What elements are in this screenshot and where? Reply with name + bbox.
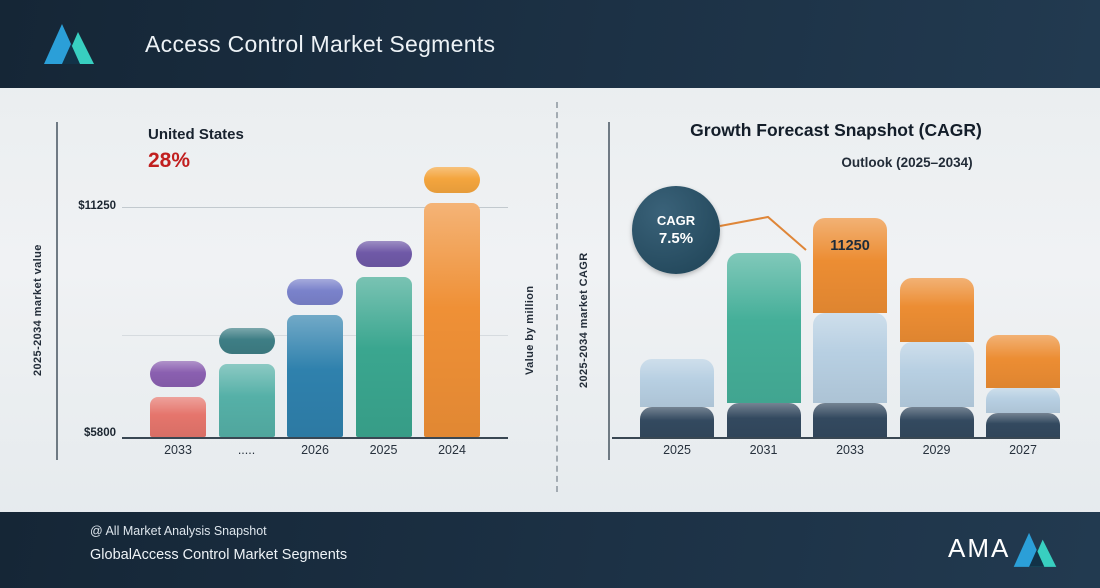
bar-segment-base	[726, 403, 801, 437]
region-label: United States	[148, 126, 244, 143]
header-bar	[0, 0, 1100, 88]
category-label: 2029	[922, 443, 951, 457]
bar-cap	[150, 361, 206, 388]
bar-body	[355, 276, 412, 437]
gridline-top	[122, 207, 508, 208]
bar-2033	[150, 361, 206, 437]
category-label: 2027	[1009, 443, 1037, 457]
category-label: 2031	[749, 443, 778, 457]
bar-segment-mid	[726, 253, 801, 403]
bar-2026	[287, 278, 343, 437]
panel-divider	[556, 102, 558, 492]
highlight-percentage: 28%	[148, 149, 191, 172]
bar-segment-mid	[986, 388, 1060, 413]
bar-segment-top	[899, 278, 974, 342]
bar-value-label: 11250	[830, 238, 870, 254]
bar-.....	[218, 327, 275, 437]
left-y-axis-label: 2025-2034 market value	[32, 244, 44, 376]
left-chart-bars	[150, 165, 480, 437]
bar-cap	[424, 167, 480, 194]
bar-segment-base	[899, 407, 974, 437]
category-label: 2025	[369, 443, 398, 457]
bar-2031	[726, 253, 801, 437]
bar-segment-top: 11250	[813, 218, 887, 313]
bar-segment-mid	[640, 359, 714, 407]
category-label: 2033	[164, 443, 192, 457]
right-chart-bars: 11250	[640, 207, 1060, 437]
category-label: 2026	[301, 443, 329, 457]
bar-cap	[287, 278, 343, 305]
bar-cap	[355, 240, 412, 267]
bar-2027	[986, 335, 1060, 437]
right-y-axis-label: 2025-2034 market CAGR	[578, 252, 590, 388]
bar-body	[287, 314, 343, 437]
right-x-axis	[612, 437, 1060, 439]
left-x-axis	[122, 437, 508, 439]
footer-brand-text: AMA	[948, 533, 1011, 563]
brand-logo-icon	[42, 18, 96, 68]
footer-source: GlobalAccess Control Market Segments	[90, 547, 348, 563]
bar-cap	[218, 327, 275, 354]
right-chart-subtitle: Outlook (2025–2034)	[841, 155, 973, 170]
y-tick-bottom: $5800	[84, 427, 116, 439]
bar-body	[424, 203, 480, 437]
left-chart-labels: 2033..... 2026 2025 2024	[150, 443, 480, 457]
bar-body	[218, 363, 275, 437]
bar-segment-top	[986, 335, 1060, 388]
category-label: .....	[237, 443, 256, 457]
y-tick-top: $11250	[78, 200, 116, 212]
footer-tagline: @ All Market Analysis Snapshot	[90, 524, 267, 538]
bar-segment-base	[813, 403, 887, 437]
bar-segment-mid	[813, 313, 887, 403]
category-label: 2025	[663, 443, 691, 457]
cagr-badge: CAGR 7.5%	[632, 186, 720, 274]
right-chart-title: Growth Forecast Snapshot (CAGR)	[690, 120, 982, 140]
bar-body	[150, 397, 206, 437]
right-axis-spine	[608, 122, 610, 460]
bar-segment-base	[640, 407, 714, 437]
bar-segment-base	[986, 413, 1060, 437]
right-chart-labels: 2025 2031 2033 2029 2027	[640, 443, 1060, 457]
category-label: 2024	[438, 443, 466, 457]
bar-2029	[899, 278, 974, 437]
bar-2033: 11250	[813, 218, 887, 437]
bar-2025	[640, 359, 714, 437]
category-label: 2033	[836, 443, 864, 457]
left-axis-spine	[56, 122, 58, 460]
footer-bar	[0, 512, 1100, 588]
page-title: Access Control Market Segments	[145, 31, 496, 57]
value-by-million-label: Value by million	[524, 285, 536, 375]
bar-2024	[424, 167, 480, 437]
bar-2025	[355, 240, 412, 437]
footer-brand-logo-icon	[1012, 527, 1058, 571]
cagr-badge-label: CAGR	[656, 213, 696, 228]
bar-segment-mid	[899, 342, 974, 407]
cagr-badge-value: 7.5%	[658, 230, 694, 247]
